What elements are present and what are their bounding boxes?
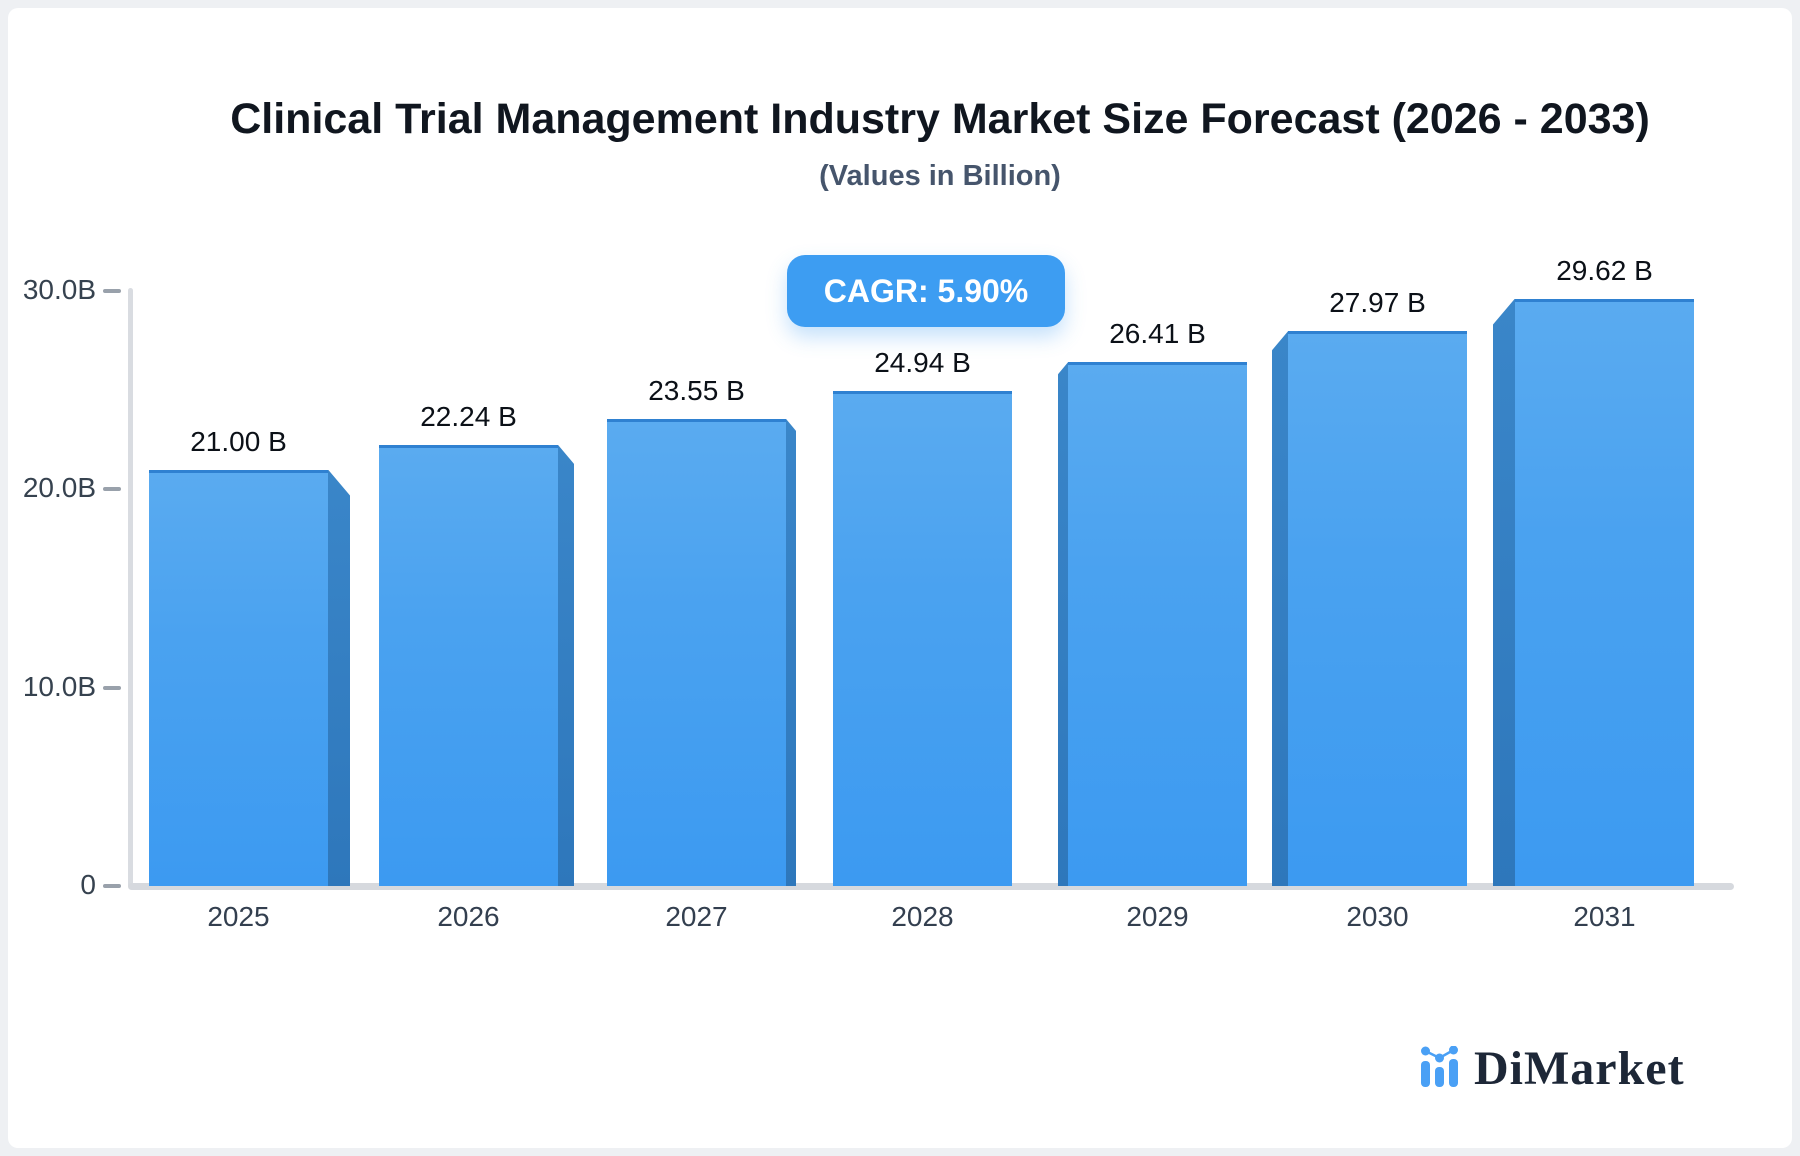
x-axis-category-label: 2026 (437, 901, 500, 932)
bar-3d-side (328, 469, 350, 886)
y-axis-tick-mark (103, 884, 121, 888)
y-axis-tick-mark (103, 289, 121, 293)
bar-2030 (1288, 331, 1467, 886)
bar-3d-side (786, 418, 796, 886)
bar-value-label: 21.00 B (190, 425, 287, 457)
bar-3d-side (558, 444, 574, 886)
y-axis-tick-label: 0 (80, 869, 96, 900)
y-axis-tick-label: 10.0B (22, 670, 96, 702)
bar-2027 (607, 418, 786, 886)
bar-2029 (1068, 362, 1247, 886)
bar-2025 (149, 469, 328, 886)
x-axis-category-label: 2031 (1573, 901, 1636, 932)
x-axis-category-label: 2030 (1346, 901, 1409, 932)
chart-subtitle: (Values in Billion) (819, 160, 1061, 192)
chart-title: Clinical Trial Management Industry Marke… (230, 95, 1650, 143)
bar-3d-side (1272, 331, 1288, 886)
cagr-badge-label: CAGR: 5.90% (823, 272, 1029, 309)
bar-value-label: 24.94 B (874, 347, 971, 379)
y-axis-tick-label: 20.0B (22, 472, 96, 504)
bar-2026 (379, 444, 558, 886)
y-axis-line (128, 288, 133, 888)
bar-2031 (1515, 298, 1694, 886)
y-axis-tick-mark (103, 685, 121, 690)
y-axis-tick-label: 30.0B (22, 274, 96, 305)
x-axis-baseline (128, 883, 1734, 890)
bar-value-label: 23.55 B (648, 374, 745, 406)
x-axis-category-label: 2027 (665, 901, 728, 932)
x-axis-category-label: 2025 (207, 901, 270, 932)
bar-value-label: 22.24 B (420, 400, 517, 432)
bar-value-label: 29.62 B (1556, 254, 1653, 286)
brand-logo-text: DiMarket (1474, 1041, 1685, 1095)
x-axis-category-label: 2029 (1126, 901, 1189, 932)
bar-value-label: 27.97 B (1329, 287, 1426, 319)
cagr-badge: CAGR: 5.90% (787, 255, 1065, 327)
bar-value-label: 26.41 B (1109, 318, 1206, 350)
brand-logo: DiMarket (1418, 1038, 1708, 1098)
bar-3d-side (1058, 362, 1068, 886)
y-axis-tick-mark (103, 487, 121, 492)
bar-3d-side (1493, 298, 1515, 886)
x-axis-category-label: 2028 (891, 901, 954, 932)
bar-2028 (833, 391, 1012, 886)
mini-bar-chart-icon (1421, 1046, 1458, 1087)
